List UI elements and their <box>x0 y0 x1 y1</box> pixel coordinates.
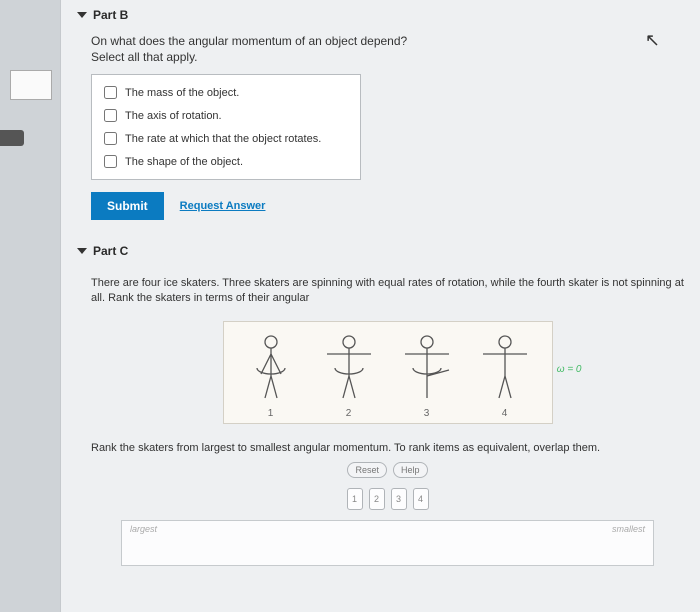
skater-icon <box>477 332 533 404</box>
skater-label: 4 <box>502 408 508 419</box>
rank-label-smallest: smallest <box>612 524 645 534</box>
option-label: The mass of the object. <box>125 87 239 99</box>
option-row[interactable]: The mass of the object. <box>102 81 350 104</box>
options-box: The mass of the object. The axis of rota… <box>91 74 361 180</box>
skater-label: 3 <box>424 408 430 419</box>
skater-icon <box>243 332 299 404</box>
rank-instruction: Rank the skaters from largest to smalles… <box>91 442 684 454</box>
collapse-icon <box>77 248 87 254</box>
option-row[interactable]: The rate at which that the object rotate… <box>102 127 350 150</box>
part-c-description: There are four ice skaters. Three skater… <box>91 276 684 307</box>
reset-button[interactable]: Reset <box>347 462 387 478</box>
submit-button[interactable]: Submit <box>91 192 164 220</box>
skater-icon <box>399 332 455 404</box>
action-row: Submit Request Answer <box>91 192 684 220</box>
omega-annotation: ω = 0 <box>557 364 582 375</box>
skater-1: 1 <box>236 332 306 419</box>
rank-chip[interactable]: 2 <box>369 488 385 510</box>
sidebar-tool[interactable] <box>0 130 24 146</box>
option-label: The axis of rotation. <box>125 110 222 122</box>
rank-chip[interactable]: 4 <box>413 488 429 510</box>
skater-2: 2 <box>314 332 384 419</box>
rank-chip[interactable]: 3 <box>391 488 407 510</box>
skaters-figure: ω = 0 1 <box>223 321 553 424</box>
part-b-header[interactable]: Part B <box>61 0 700 26</box>
part-c-title: Part C <box>93 244 128 258</box>
option-checkbox[interactable] <box>104 132 117 145</box>
help-button[interactable]: Help <box>393 462 428 478</box>
skater-label: 2 <box>346 408 352 419</box>
skater-4: 4 <box>470 332 540 419</box>
option-checkbox[interactable] <box>104 155 117 168</box>
skater-3: 3 <box>392 332 462 419</box>
rank-chips: 1 2 3 4 <box>91 488 684 510</box>
part-c-header[interactable]: Part C <box>61 236 700 262</box>
part-b-title: Part B <box>93 8 128 22</box>
rank-label-largest: largest <box>130 524 157 534</box>
option-label: The shape of the object. <box>125 156 243 168</box>
part-c-content: There are four ice skaters. Three skater… <box>61 262 700 582</box>
question-text: On what does the angular momentum of an … <box>91 34 684 48</box>
collapse-icon <box>77 12 87 18</box>
option-row[interactable]: The shape of the object. <box>102 150 350 173</box>
question-page: ↖ Part B On what does the angular moment… <box>60 0 700 612</box>
question-instruction: Select all that apply. <box>91 50 684 64</box>
left-sidebar <box>0 0 60 612</box>
option-row[interactable]: The axis of rotation. <box>102 104 350 127</box>
rank-chip[interactable]: 1 <box>347 488 363 510</box>
skater-icon <box>321 332 377 404</box>
rank-toolbar: Reset Help <box>91 462 684 478</box>
option-checkbox[interactable] <box>104 86 117 99</box>
rank-dropzone[interactable]: largest smallest <box>121 520 654 566</box>
part-b-content: On what does the angular momentum of an … <box>61 26 700 236</box>
request-answer-link[interactable]: Request Answer <box>180 200 266 212</box>
skater-label: 1 <box>268 408 274 419</box>
option-label: The rate at which that the object rotate… <box>125 133 321 145</box>
option-checkbox[interactable] <box>104 109 117 122</box>
page-thumbnail[interactable] <box>10 70 52 100</box>
